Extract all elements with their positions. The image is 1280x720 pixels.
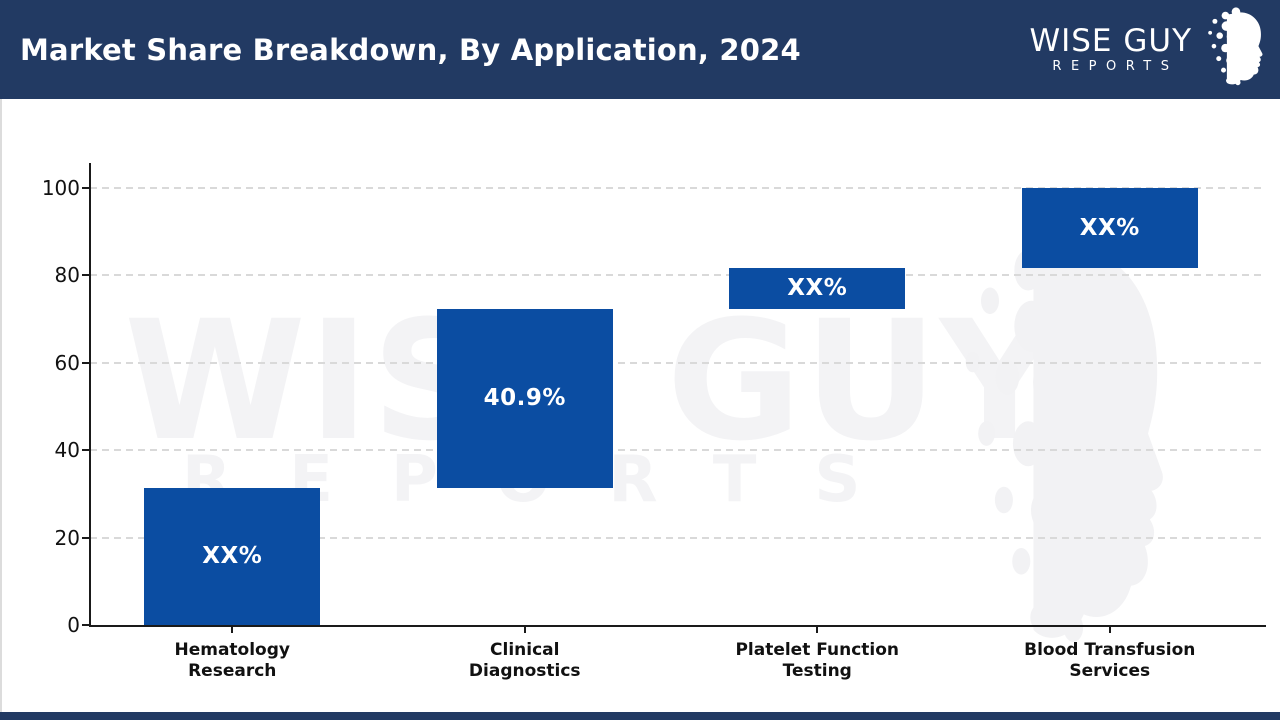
chart-title: Market Share Breakdown, By Application, … <box>20 32 801 67</box>
category-label: Platelet Function Testing <box>687 640 947 683</box>
category-label-line: Research <box>188 661 277 682</box>
brand-name: WISE GUY <box>1029 22 1192 59</box>
category-label-line: Clinical <box>490 640 560 660</box>
gridline-100 <box>90 187 1264 189</box>
bar-4: XX% <box>1021 188 1198 268</box>
bar-3: XX% <box>729 267 906 310</box>
y-axis-line <box>89 163 91 627</box>
x-axis-line <box>89 625 1266 627</box>
gridline-20 <box>90 536 1264 539</box>
y-tick-label: 40 <box>54 438 80 463</box>
brand-subname: REPORTS <box>1052 59 1179 75</box>
x-tick-mark <box>231 627 234 633</box>
y-tick-mark <box>82 624 89 626</box>
y-tick-label: 20 <box>54 525 80 550</box>
dotted-face-icon <box>1208 6 1263 85</box>
y-tick-mark <box>82 187 89 189</box>
brand-logo-text: WISE GUY REPORTS <box>1029 25 1192 75</box>
y-tick-mark <box>82 449 89 452</box>
gridline-80 <box>90 274 1264 277</box>
y-tick-label: 0 <box>67 613 80 637</box>
category-label-line: Platelet Function <box>735 640 900 660</box>
category-label: Hematology Research <box>102 640 362 683</box>
category-label-line: Diagnostics <box>468 661 581 682</box>
footer-bar <box>0 712 1280 720</box>
category-label: Clinical Diagnostics <box>395 640 655 683</box>
x-tick-mark <box>816 627 819 633</box>
category-label-line: Hematology <box>174 640 290 660</box>
x-tick-mark <box>523 627 526 633</box>
bar-value-label: XX% <box>1079 214 1140 241</box>
gridline-40 <box>90 449 1264 452</box>
y-tick-mark <box>82 361 89 364</box>
category-label-line: Services <box>1069 661 1151 682</box>
category-label: Blood Transfusion Services <box>980 640 1240 683</box>
x-tick-mark <box>1108 627 1111 633</box>
bar-1: XX% <box>144 487 321 625</box>
brand-logo: WISE GUY REPORTS <box>1029 6 1270 94</box>
y-tick-mark <box>82 274 89 277</box>
category-label-line: Testing <box>782 661 852 682</box>
header-bar: Market Share Breakdown, By Application, … <box>0 0 1280 99</box>
bar-value-label: XX% <box>202 543 263 570</box>
chart-area: WISE GUY REPORTS 020406080100XX%Hematolo… <box>0 99 1280 712</box>
y-tick-label: 80 <box>54 263 80 288</box>
watermark-face-icon <box>965 226 1163 642</box>
gridline-60 <box>90 361 1264 364</box>
bar-2: 40.9% <box>436 309 613 488</box>
category-label-line: Blood Transfusion <box>1024 640 1196 660</box>
bar-value-label: XX% <box>787 275 848 302</box>
y-tick-mark <box>82 536 89 539</box>
bar-value-label: 40.9% <box>483 385 566 412</box>
y-tick-label: 100 <box>41 176 80 200</box>
y-tick-label: 60 <box>54 350 80 375</box>
